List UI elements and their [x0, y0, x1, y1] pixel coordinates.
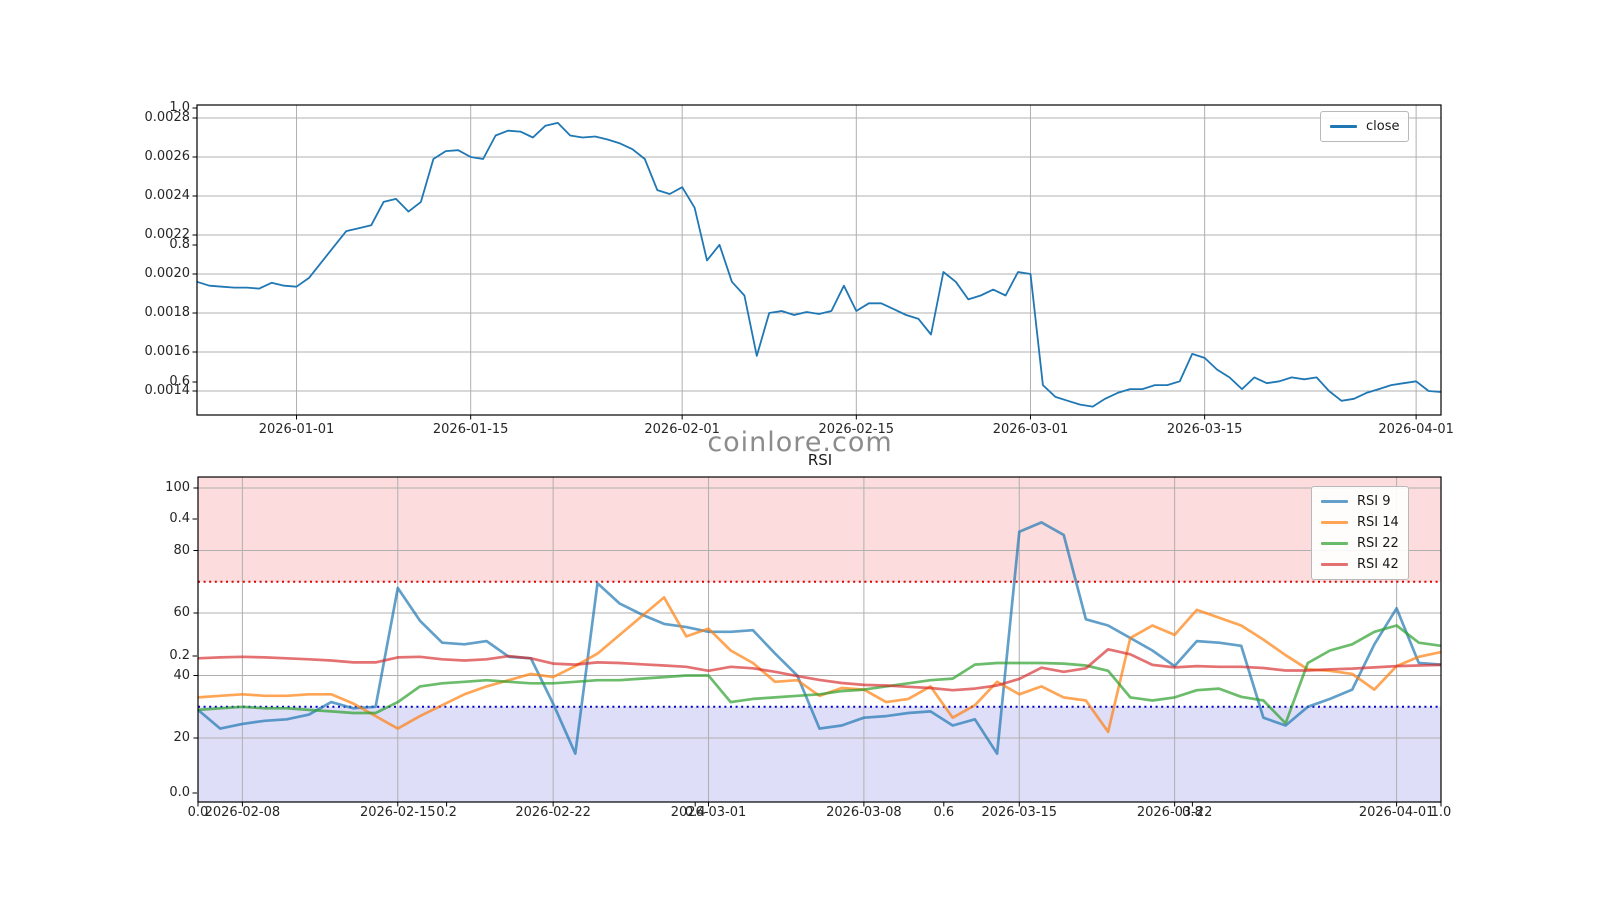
overlay-x-tick-label: 0.4: [684, 805, 706, 820]
overlay-y-tick-label: 0.8: [169, 237, 190, 252]
rsi-x-tick-label: 2026-03-01: [670, 805, 747, 820]
price-x-tick-label: 2026-04-01: [1378, 422, 1454, 437]
rsi-y-tick-label: 60: [173, 605, 190, 620]
overlay-x-tick-label: 0.8: [1182, 805, 1203, 820]
legend-line-sample: [1321, 563, 1348, 566]
series-rsi-22-line: [197, 624, 1442, 725]
price-y-tick-label: 0.0028: [144, 110, 191, 125]
overbought-band: [198, 477, 1441, 582]
legend-label: close: [1366, 119, 1400, 134]
watermark: coinlore.com: [707, 427, 893, 458]
series-rsi-42-line: [197, 647, 1442, 692]
overlay-y-tick-label: 0.6: [169, 374, 190, 389]
legend-line-sample: [1330, 125, 1357, 128]
rsi-x-tick-label: 2026-02-08: [204, 805, 281, 820]
rsi-y-tick-label: 20: [173, 730, 190, 745]
price-legend: close: [1320, 111, 1410, 142]
legend-line-sample: [1321, 542, 1348, 545]
series-rsi-14-line: [197, 596, 1442, 734]
rsi-x-tick-label: 2026-04-01: [1358, 805, 1435, 820]
overlay-x-tick-label: 1.0: [1430, 805, 1452, 820]
price-y-tick-label: 0.0014: [144, 383, 191, 398]
price-y-tick-label: 0.0020: [144, 266, 191, 281]
price-plot-border: [196, 104, 1442, 416]
rsi-y-tick-label: 100: [165, 480, 190, 495]
price-x-tick-label: 2026-02-01: [644, 422, 720, 437]
legend-item-rsi-42: RSI 42: [1321, 554, 1399, 575]
series-rsi-9-line: [197, 521, 1442, 755]
overlay-axis-ticks: [192, 107, 1442, 807]
rsi-plot: [193, 476, 1442, 807]
price-y-tick-label: 0.0022: [144, 227, 191, 242]
overlay-x-tick-label: 0.2: [436, 805, 457, 820]
rsi-x-tick-label: 2026-02-15: [359, 805, 436, 820]
rsi-legend: RSI 9 RSI 14 RSI 22 RSI 42: [1311, 486, 1409, 580]
rsi-x-tick-label: 2026-03-22: [1136, 805, 1213, 820]
rsi-x-tick-label: 2026-03-15: [981, 805, 1058, 820]
legend-line-sample: [1321, 521, 1348, 524]
price-x-tick-label: 2026-01-01: [258, 422, 335, 437]
price-x-tick-label: 2026-03-01: [992, 422, 1069, 437]
price-y-tick-label: 0.0026: [144, 149, 191, 164]
legend-item-rsi-14: RSI 14: [1321, 512, 1399, 533]
overlay-y-tick-label: 0.4: [169, 511, 190, 526]
series-close-line: [196, 122, 1442, 408]
legend-item-rsi-9: RSI 9: [1321, 491, 1399, 512]
legend-label: RSI 22: [1357, 536, 1399, 551]
overlay-x-tick-label: 0.6: [933, 805, 955, 820]
oversold-band: [198, 706, 1441, 802]
rsi-y-tick-label: 80: [173, 542, 190, 558]
price-plot: [192, 104, 1442, 420]
overlay-y-tick-label: 0.2: [169, 648, 190, 663]
legend-item-rsi-22: RSI 22: [1321, 533, 1399, 554]
rsi-x-tick-label: 2026-03-08: [826, 805, 902, 820]
legend-label: RSI 9: [1357, 494, 1391, 509]
legend-label: RSI 14: [1357, 515, 1399, 530]
rsi-y-tick-label: 40: [173, 667, 190, 683]
legend-line-sample: [1321, 500, 1348, 503]
rsi-plot-border: [197, 476, 1442, 803]
overlay-y-tick-label: 1.0: [169, 100, 190, 115]
price-x-tick-label: 2026-02-15: [818, 422, 895, 437]
legend-label: RSI 42: [1357, 557, 1399, 572]
rsi-x-tick-label: 2026-02-22: [515, 805, 591, 820]
price-x-tick-label: 2026-01-15: [432, 422, 509, 437]
legend-item-close: close: [1330, 116, 1399, 137]
rsi-chart-title: RSI: [807, 451, 833, 469]
price-y-tick-label: 0.0016: [144, 344, 191, 359]
overlay-x-tick-label: 0.0: [187, 805, 209, 820]
price-y-tick-label: 0.0024: [144, 188, 191, 203]
price-y-tick-label: 0.0018: [144, 305, 191, 320]
price-x-tick-label: 2026-03-15: [1166, 422, 1243, 437]
overlay-y-tick-label: 0.0: [169, 785, 190, 800]
